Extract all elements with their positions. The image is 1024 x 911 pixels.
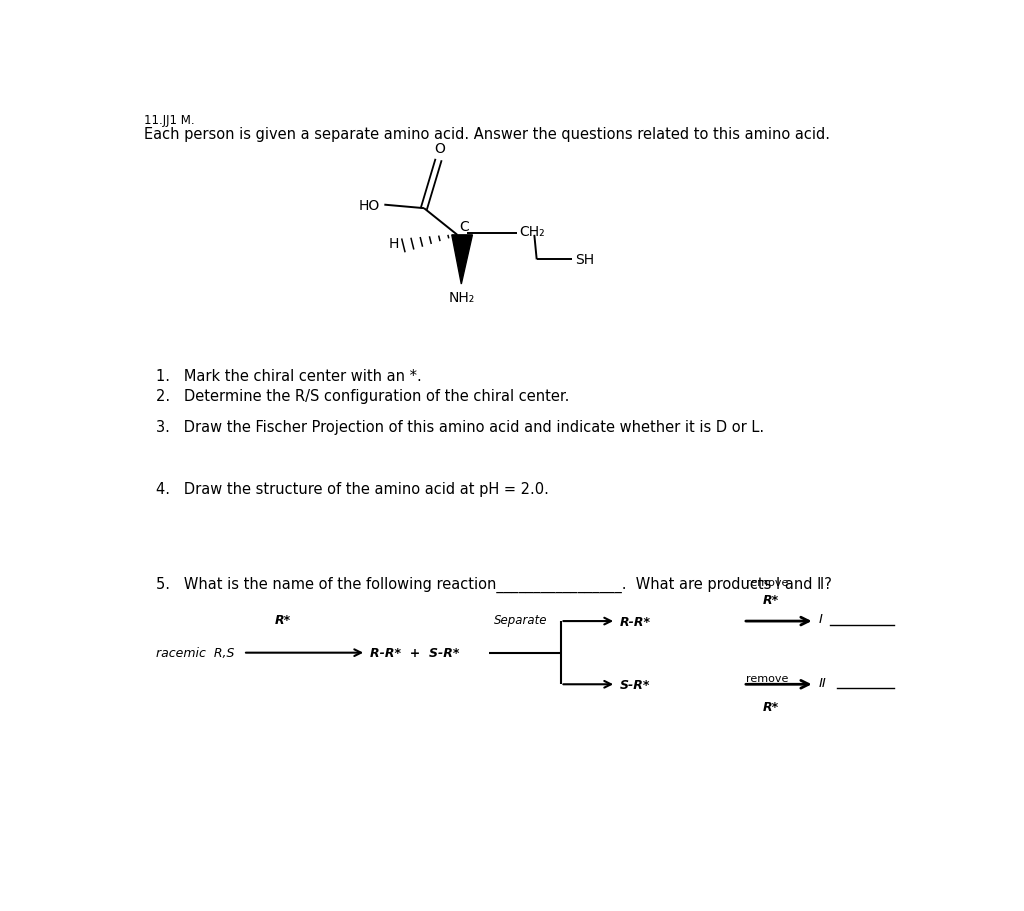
Text: I: I: [818, 613, 822, 626]
Text: R*: R*: [274, 613, 291, 626]
Text: O: O: [434, 142, 445, 157]
Polygon shape: [452, 236, 472, 284]
Text: R-R*: R-R*: [620, 615, 651, 628]
Text: 3.   Draw the Fischer Projection of this amino acid and indicate whether it is D: 3. Draw the Fischer Projection of this a…: [156, 419, 764, 435]
Text: remove: remove: [745, 673, 788, 683]
Text: Separate: Separate: [495, 613, 548, 626]
Text: SH: SH: [574, 253, 594, 267]
Text: 11.JJ1 M.: 11.JJ1 M.: [143, 114, 195, 128]
Text: HO: HO: [359, 199, 380, 212]
Text: H: H: [389, 237, 399, 251]
Text: NH₂: NH₂: [449, 291, 474, 304]
Text: R*: R*: [763, 700, 779, 713]
Text: remove: remove: [745, 578, 788, 588]
Text: S-R*: S-R*: [620, 678, 650, 691]
Text: 2.   Determine the R/S configuration of the chiral center.: 2. Determine the R/S configuration of th…: [156, 388, 569, 404]
Text: 5.   What is the name of the following reaction_________________.  What are prod: 5. What is the name of the following rea…: [156, 576, 831, 592]
Text: C: C: [460, 220, 469, 233]
Text: R-R*  +  S-R*: R-R* + S-R*: [370, 647, 460, 660]
Text: Each person is given a separate amino acid. Answer the questions related to this: Each person is given a separate amino ac…: [143, 127, 829, 142]
Text: CH₂: CH₂: [519, 224, 545, 239]
Text: 1.   Mark the chiral center with an *.: 1. Mark the chiral center with an *.: [156, 369, 422, 384]
Text: 4.   Draw the structure of the amino acid at pH = 2.0.: 4. Draw the structure of the amino acid …: [156, 481, 549, 496]
Text: R*: R*: [763, 593, 779, 606]
Text: II: II: [818, 676, 826, 689]
Text: racemic  R,S: racemic R,S: [156, 647, 234, 660]
